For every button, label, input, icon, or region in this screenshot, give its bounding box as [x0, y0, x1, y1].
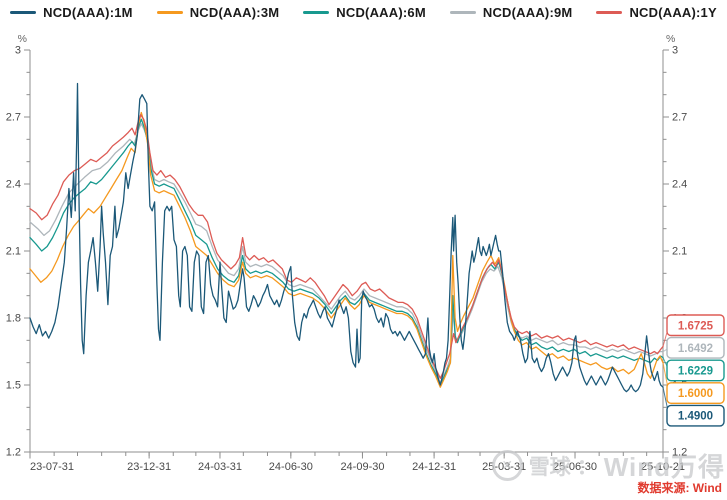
legend-label-1m: NCD(AAA):1M	[43, 5, 133, 20]
end-value-callout-text-ncd-aaa-3m: 1.6000	[678, 388, 713, 400]
y-tick-label-left: 1.5	[6, 380, 21, 392]
y-axis-unit-right: %	[666, 33, 675, 45]
y-tick-label-left: 2.7	[6, 112, 21, 124]
x-tick-label: 24-03-31	[198, 461, 242, 473]
legend-item-ncd-aaa-9m[interactable]: NCD(AAA):9M	[449, 5, 573, 20]
end-value-callout-box-ncd-aaa-6m	[666, 359, 725, 382]
legend-item-ncd-aaa-1y[interactable]: NCD(AAA):1Y	[596, 5, 717, 20]
x-tick-label: 24-12-31	[412, 461, 456, 473]
end-value-callout-box-ncd-aaa-9m	[666, 336, 725, 359]
y-axis-unit-left: %	[18, 33, 27, 45]
legend-label-3m: NCD(AAA):3M	[189, 5, 280, 20]
series-line-ncd-aaa-3m	[29, 111, 664, 388]
x-tick-label: 25-10-21	[641, 461, 685, 473]
y-tick-label-right: 2.4	[672, 179, 687, 191]
x-tick-label: 23-12-31	[127, 461, 171, 473]
y-tick-label-left: 2.4	[6, 179, 21, 191]
end-value-callout-box-ncd-aaa-1m	[666, 404, 725, 427]
y-tick-label-right: 2.7	[672, 112, 687, 124]
y-tick-label-left: 3	[15, 45, 21, 57]
y-tick-label-left: 2.1	[6, 246, 21, 258]
end-value-callout-box-ncd-aaa-1y	[666, 314, 725, 337]
x-tick-label: 25-03-31	[482, 461, 526, 473]
legend-label-9m: NCD(AAA):9M	[482, 5, 573, 20]
y-tick-label-right: 3	[672, 45, 678, 57]
legend-item-ncd-aaa-1m[interactable]: NCD(AAA):1M	[10, 5, 133, 20]
legend-label-1y: NCD(AAA):1Y	[629, 5, 717, 20]
series-line-ncd-aaa-1m	[29, 82, 664, 393]
y-tick-label-right: 2.1	[672, 246, 687, 258]
end-value-callout-box-ncd-aaa-3m	[666, 382, 725, 404]
series-line-ncd-aaa-9m	[29, 123, 664, 384]
x-tick-label: 24-09-30	[340, 461, 384, 473]
legend-label-6m: NCD(AAA):6M	[336, 5, 426, 20]
legend-line-swatch-1y	[596, 11, 623, 14]
legend-line-swatch-9m	[449, 11, 476, 14]
legend-line-swatch-3m	[156, 11, 183, 14]
end-value-callout-text-ncd-aaa-6m: 1.6229	[678, 365, 713, 377]
data-source-note: 数据来源: Wind	[637, 481, 722, 495]
y-tick-label-right: 1.2	[672, 447, 687, 459]
y-tick-label-left: 1.8	[6, 313, 21, 325]
x-tick-label: 24-06-30	[269, 461, 313, 473]
end-value-callout-text-ncd-aaa-9m: 1.6492	[678, 343, 713, 355]
legend-line-swatch-6m	[303, 11, 330, 14]
end-value-callout-text-ncd-aaa-1m: 1.4900	[678, 411, 713, 423]
legend-item-ncd-aaa-6m[interactable]: NCD(AAA):6M	[303, 5, 426, 20]
legend: NCD(AAA):1M NCD(AAA):3M NCD(AAA):6M NCD(…	[0, 5, 727, 20]
legend-line-swatch-1m	[10, 11, 37, 14]
end-value-callout-text-ncd-aaa-1y: 1.6725	[678, 320, 714, 332]
x-tick-label: 25-06-30	[553, 461, 597, 473]
x-tick-label: 23-07-31	[30, 461, 74, 473]
y-tick-label-left: 1.2	[6, 447, 21, 459]
series-line-ncd-aaa-1y	[29, 114, 664, 379]
legend-item-ncd-aaa-3m[interactable]: NCD(AAA):3M	[156, 5, 280, 20]
